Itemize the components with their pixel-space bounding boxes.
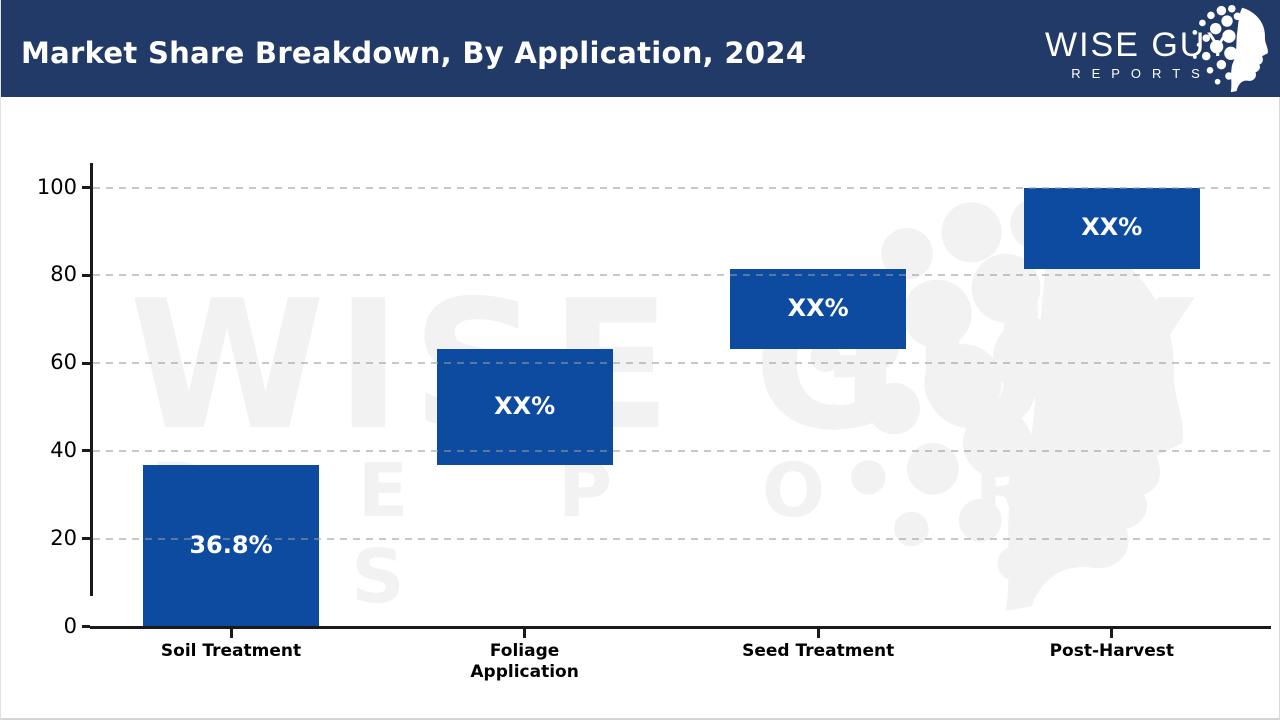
logo-subtitle: REPORTS [1071,66,1211,81]
x-axis-line [90,626,1271,629]
gridline [93,274,1271,277]
bar-value-label: XX% [1081,213,1143,242]
x-tick-mark [523,629,527,638]
y-tick-label: 60 [50,350,77,375]
page-title: Market Share Breakdown, By Application, … [21,36,807,70]
y-tick-label: 80 [50,262,77,287]
y-tick-label: 0 [63,613,77,638]
bar-seed-treatment [730,269,907,350]
y-axis-line [90,163,93,596]
y-tick-label: 100 [36,174,77,199]
y-tick-mark [82,273,90,277]
gridline [93,186,1271,189]
x-tick-mark [1110,629,1114,638]
gridline [93,449,1271,452]
category-label: Foliage Application [470,641,579,682]
y-tick-mark [82,537,90,541]
category-label: Post-Harvest [1049,641,1174,661]
plot-area: 0 20 40 60 80 100 36.8% Soil Treatment XX% Foliag… [1,97,1280,720]
logo-face-icon [1192,4,1268,93]
bar-post-harvest [1023,187,1200,270]
y-tick-mark [82,186,90,189]
gridline [93,537,1271,540]
y-tick-mark [82,449,90,453]
y-tick-label: 20 [50,525,77,550]
logo: WISE GUY REPORTS [1021,4,1271,94]
bar-value-label: 36.8% [189,530,273,559]
category-label: Soil Treatment [160,641,302,661]
x-tick-mark [816,629,820,638]
bar-value-label: XX% [787,294,849,323]
gridline [93,362,1271,365]
bar-foliage-application [436,349,613,465]
bar-soil-treatment [143,464,319,627]
bar-value-label: XX% [494,392,556,420]
category-label: Seed Treatment [742,641,895,661]
header-bar: Market Share Breakdown, By Application, … [1,0,1280,97]
y-tick-label: 40 [50,437,77,462]
y-tick-mark [82,361,90,365]
y-tick-mark [82,625,90,628]
x-tick-mark [229,629,233,638]
